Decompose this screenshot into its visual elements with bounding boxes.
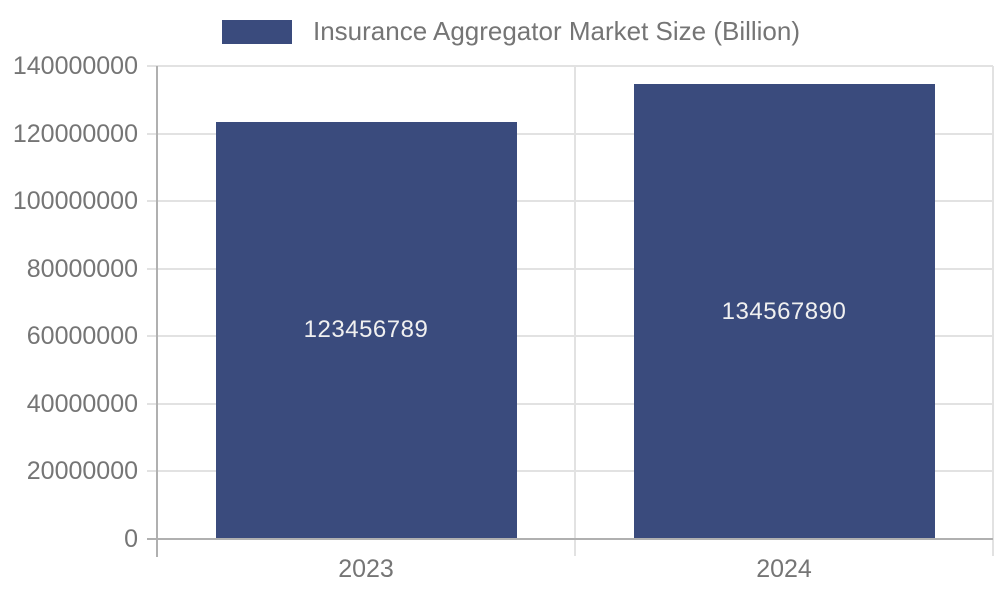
- gridline: [574, 66, 576, 556]
- gridline: [147, 132, 993, 135]
- gridline: [147, 470, 993, 473]
- bar-value-label: 134567890: [721, 297, 847, 325]
- gridline: [992, 66, 994, 556]
- x-axis-line: [147, 538, 993, 540]
- gridline: [147, 267, 993, 270]
- legend-label: Insurance Aggregator Market Size (Billio…: [313, 16, 801, 46]
- x-tick-label: 2024: [756, 555, 812, 583]
- y-tick-label: 0: [124, 525, 138, 553]
- plot-area: 123456789 134567890 2023 2024: [147, 65, 994, 582]
- y-tick-label: 40000000: [26, 389, 138, 418]
- y-tick-label: 100000000: [12, 187, 138, 216]
- y-axis-line: [156, 66, 158, 557]
- y-axis-tick-labels: 0 20000000 40000000 60000000 80000000 1000000…: [0, 53, 138, 552]
- gridline: [147, 200, 993, 203]
- y-tick-label: 60000000: [26, 322, 138, 351]
- y-tick-label: 80000000: [26, 254, 138, 283]
- y-tick-label: 20000000: [26, 457, 138, 486]
- x-tick-label: 2023: [338, 555, 394, 583]
- legend-swatch: [222, 19, 292, 44]
- bar-2024: 134567890: [633, 84, 935, 539]
- gridline: [147, 65, 993, 67]
- gridline: [147, 402, 993, 405]
- gridline: [147, 335, 993, 338]
- y-tick-label: 140000000: [12, 52, 138, 80]
- y-tick-label: 120000000: [12, 119, 138, 148]
- chart-legend: Insurance Aggregator Market Size (Billio…: [222, 16, 800, 47]
- bar-2023: 123456789: [215, 121, 517, 539]
- bar-value-label: 123456789: [303, 316, 429, 344]
